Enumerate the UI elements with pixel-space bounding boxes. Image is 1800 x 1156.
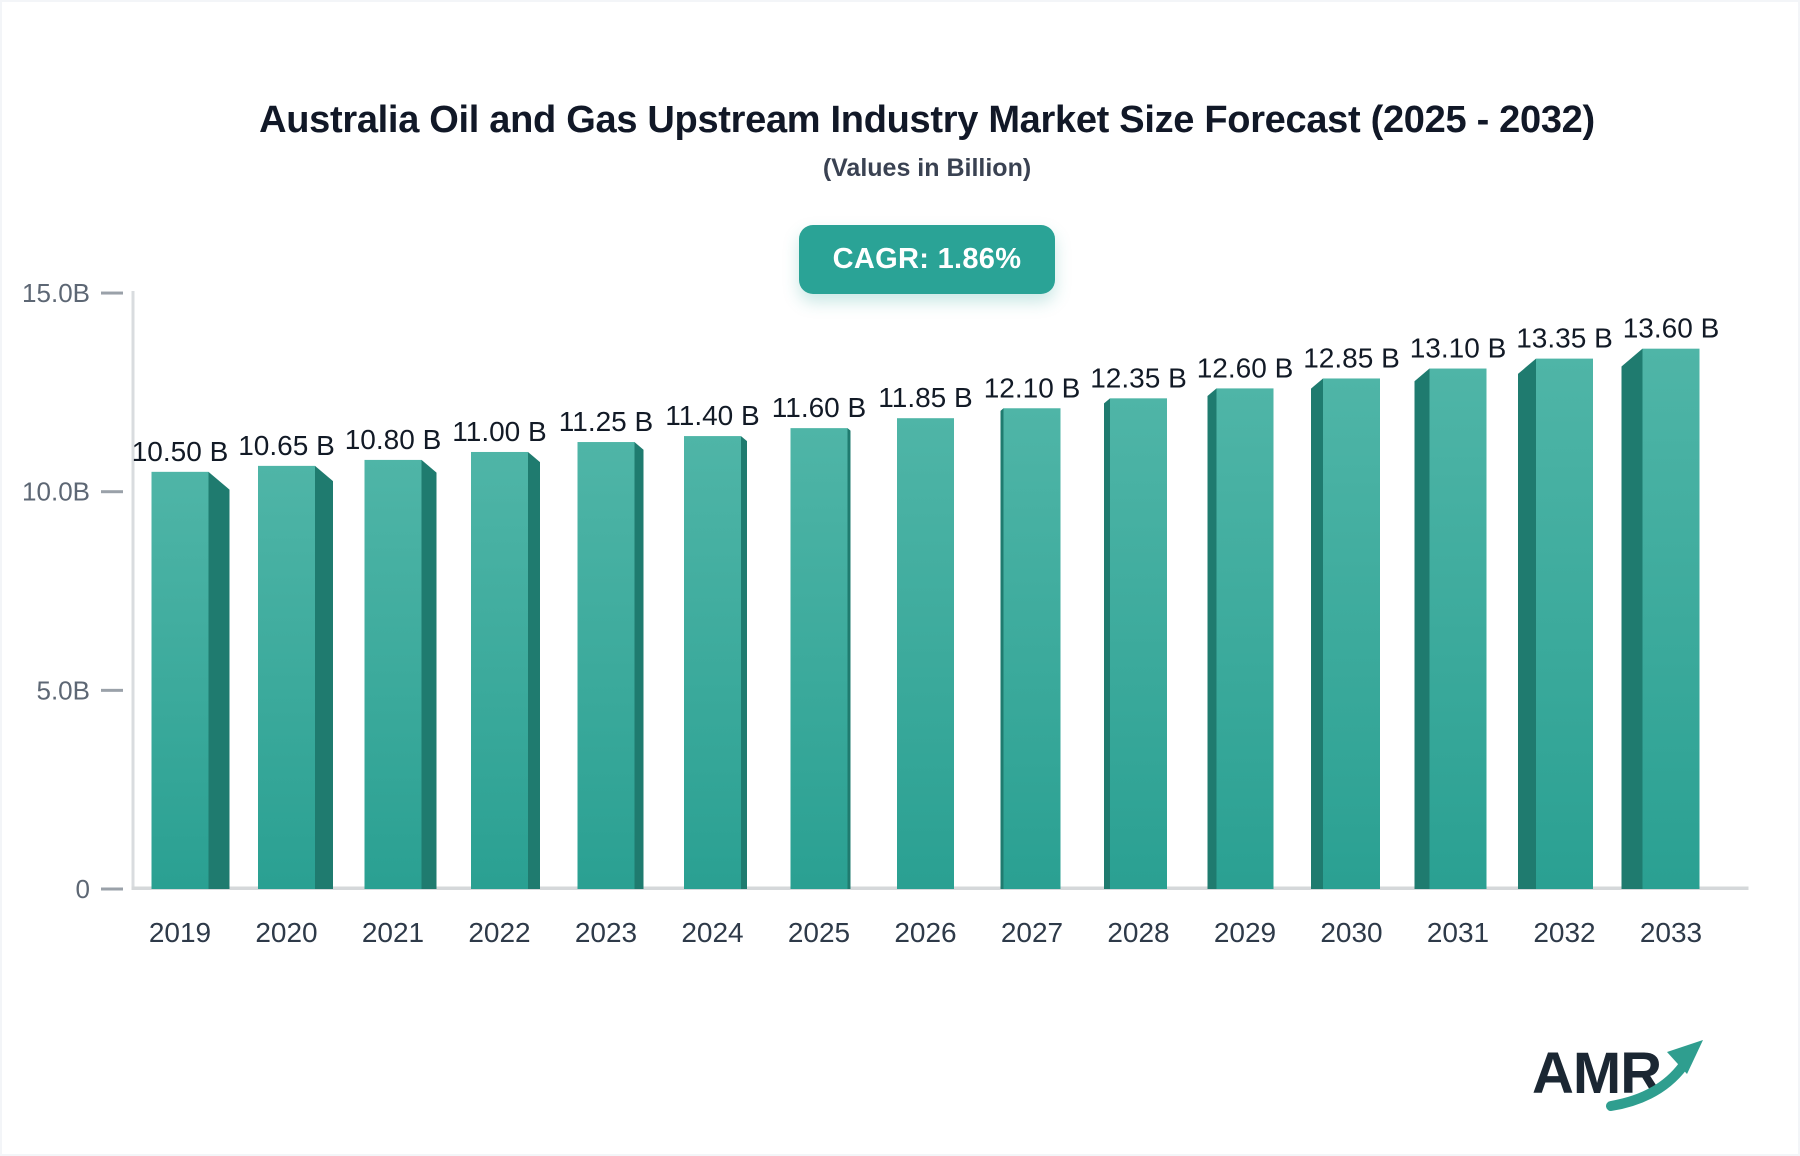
x-axis-label: 2032 bbox=[1533, 917, 1595, 948]
bar-2024: 11.40 B 2024 bbox=[665, 400, 759, 948]
bar-front-face bbox=[1536, 358, 1593, 889]
chart-header: Australia Oil and Gas Upstream Industry … bbox=[57, 2, 1797, 294]
bar-value-label: 10.80 B bbox=[345, 424, 442, 455]
x-axis-label: 2027 bbox=[1001, 917, 1063, 948]
bar-2027: 12.10 B 2027 bbox=[984, 372, 1081, 948]
bar-2030: 12.85 B 2030 bbox=[1303, 342, 1400, 948]
bar-front-face bbox=[1216, 388, 1274, 889]
bar-side-face bbox=[1414, 368, 1430, 889]
bar-2033: 13.60 B 2033 bbox=[1621, 313, 1720, 948]
bar-value-label: 10.65 B bbox=[238, 430, 335, 461]
bar-2028: 12.35 B 2028 bbox=[1090, 362, 1187, 948]
cagr-badge: CAGR: 1.86% bbox=[798, 224, 1056, 294]
bar-side-face bbox=[1000, 408, 1004, 889]
bar-side-face bbox=[1207, 388, 1217, 889]
y-axis-tick bbox=[101, 887, 123, 891]
bar-value-label: 11.00 B bbox=[452, 416, 546, 447]
x-axis-label: 2026 bbox=[894, 917, 956, 948]
x-axis-label: 2030 bbox=[1320, 917, 1382, 948]
bar-value-label: 12.85 B bbox=[1303, 342, 1400, 373]
bar-front-face bbox=[577, 442, 635, 889]
x-axis-label: 2025 bbox=[788, 917, 850, 948]
bar-side-face bbox=[421, 459, 437, 889]
bar-value-label: 13.35 B bbox=[1516, 323, 1613, 354]
bar-front-face bbox=[897, 418, 954, 889]
bar-value-label: 12.60 B bbox=[1197, 352, 1294, 383]
x-axis-label: 2021 bbox=[362, 917, 424, 948]
growth-arrow-icon bbox=[1606, 1040, 1703, 1111]
bar-value-label: 12.35 B bbox=[1090, 362, 1187, 393]
bar-front-face bbox=[684, 436, 741, 889]
bar-side-face bbox=[208, 471, 230, 889]
chart-subtitle: (Values in Billion) bbox=[822, 153, 1032, 182]
x-axis-label: 2023 bbox=[575, 917, 637, 948]
bar-side-face bbox=[1621, 348, 1643, 889]
x-axis-label: 2022 bbox=[468, 917, 530, 948]
bar-front-face bbox=[790, 428, 848, 889]
bar-2022: 11.00 B 2022 bbox=[452, 416, 546, 948]
bar-front-face bbox=[151, 471, 209, 889]
y-axis-line bbox=[131, 291, 135, 889]
bar-front-face bbox=[471, 451, 528, 889]
bar-side-face bbox=[847, 428, 851, 889]
bar-front-face bbox=[1642, 348, 1700, 889]
chart-title: Australia Oil and Gas Upstream Industry … bbox=[259, 99, 1595, 141]
bar-2023: 11.25 B 2023 bbox=[559, 406, 653, 948]
bar-2029: 12.60 B 2029 bbox=[1197, 352, 1294, 948]
bar-2032: 13.35 B 2032 bbox=[1516, 323, 1613, 948]
y-axis-label: 0 bbox=[76, 874, 90, 904]
y-axis-label: 15.0B bbox=[22, 278, 90, 308]
amr-logo: AMR bbox=[1507, 1024, 1727, 1124]
bar-front-face bbox=[364, 459, 422, 889]
bar-front-face bbox=[1323, 378, 1380, 889]
bar-value-label: 11.85 B bbox=[878, 382, 972, 413]
bar-value-label: 11.60 B bbox=[772, 392, 866, 423]
x-axis-label: 2028 bbox=[1107, 917, 1169, 948]
bar-side-face bbox=[1311, 378, 1323, 889]
y-axis-label: 10.0B bbox=[22, 477, 90, 507]
x-axis-label: 2029 bbox=[1214, 917, 1276, 948]
x-axis-label: 2019 bbox=[149, 917, 211, 948]
bar-front-face bbox=[258, 465, 315, 889]
bar-side-face bbox=[1518, 358, 1536, 889]
x-axis-label: 2031 bbox=[1427, 917, 1489, 948]
bar-side-face bbox=[1104, 398, 1110, 889]
bar-value-label: 12.10 B bbox=[984, 372, 1081, 403]
bar-value-label: 11.40 B bbox=[665, 400, 759, 431]
bar-front-face bbox=[1003, 408, 1061, 889]
bar-value-label: 13.60 B bbox=[1623, 313, 1720, 344]
bar-2019: 10.50 B 2019 bbox=[132, 436, 230, 948]
bar-front-face bbox=[1110, 398, 1167, 889]
x-axis-label: 2020 bbox=[255, 917, 317, 948]
bar-2031: 13.10 B 2031 bbox=[1410, 333, 1507, 948]
bar-2026: 11.85 B 2026 bbox=[878, 382, 972, 948]
bar-2025: 11.60 B 2025 bbox=[772, 392, 866, 948]
bar-front-face bbox=[1429, 368, 1487, 889]
bar-side-face bbox=[634, 442, 644, 889]
y-axis-tick bbox=[101, 490, 123, 494]
x-axis-label: 2033 bbox=[1640, 917, 1702, 948]
bar-value-label: 13.10 B bbox=[1410, 333, 1507, 364]
bar-side-face bbox=[315, 465, 333, 889]
bar-2020: 10.65 B 2020 bbox=[238, 430, 335, 948]
bar-side-face bbox=[528, 451, 540, 889]
x-axis-label: 2024 bbox=[681, 917, 743, 948]
bar-value-label: 10.50 B bbox=[132, 436, 229, 467]
bar-2021: 10.80 B 2021 bbox=[345, 424, 442, 948]
bar-side-face bbox=[741, 436, 747, 889]
bar-value-label: 11.25 B bbox=[559, 406, 653, 437]
y-axis-label: 5.0B bbox=[37, 675, 91, 705]
y-axis-tick bbox=[101, 688, 123, 692]
y-axis-tick bbox=[101, 291, 123, 295]
